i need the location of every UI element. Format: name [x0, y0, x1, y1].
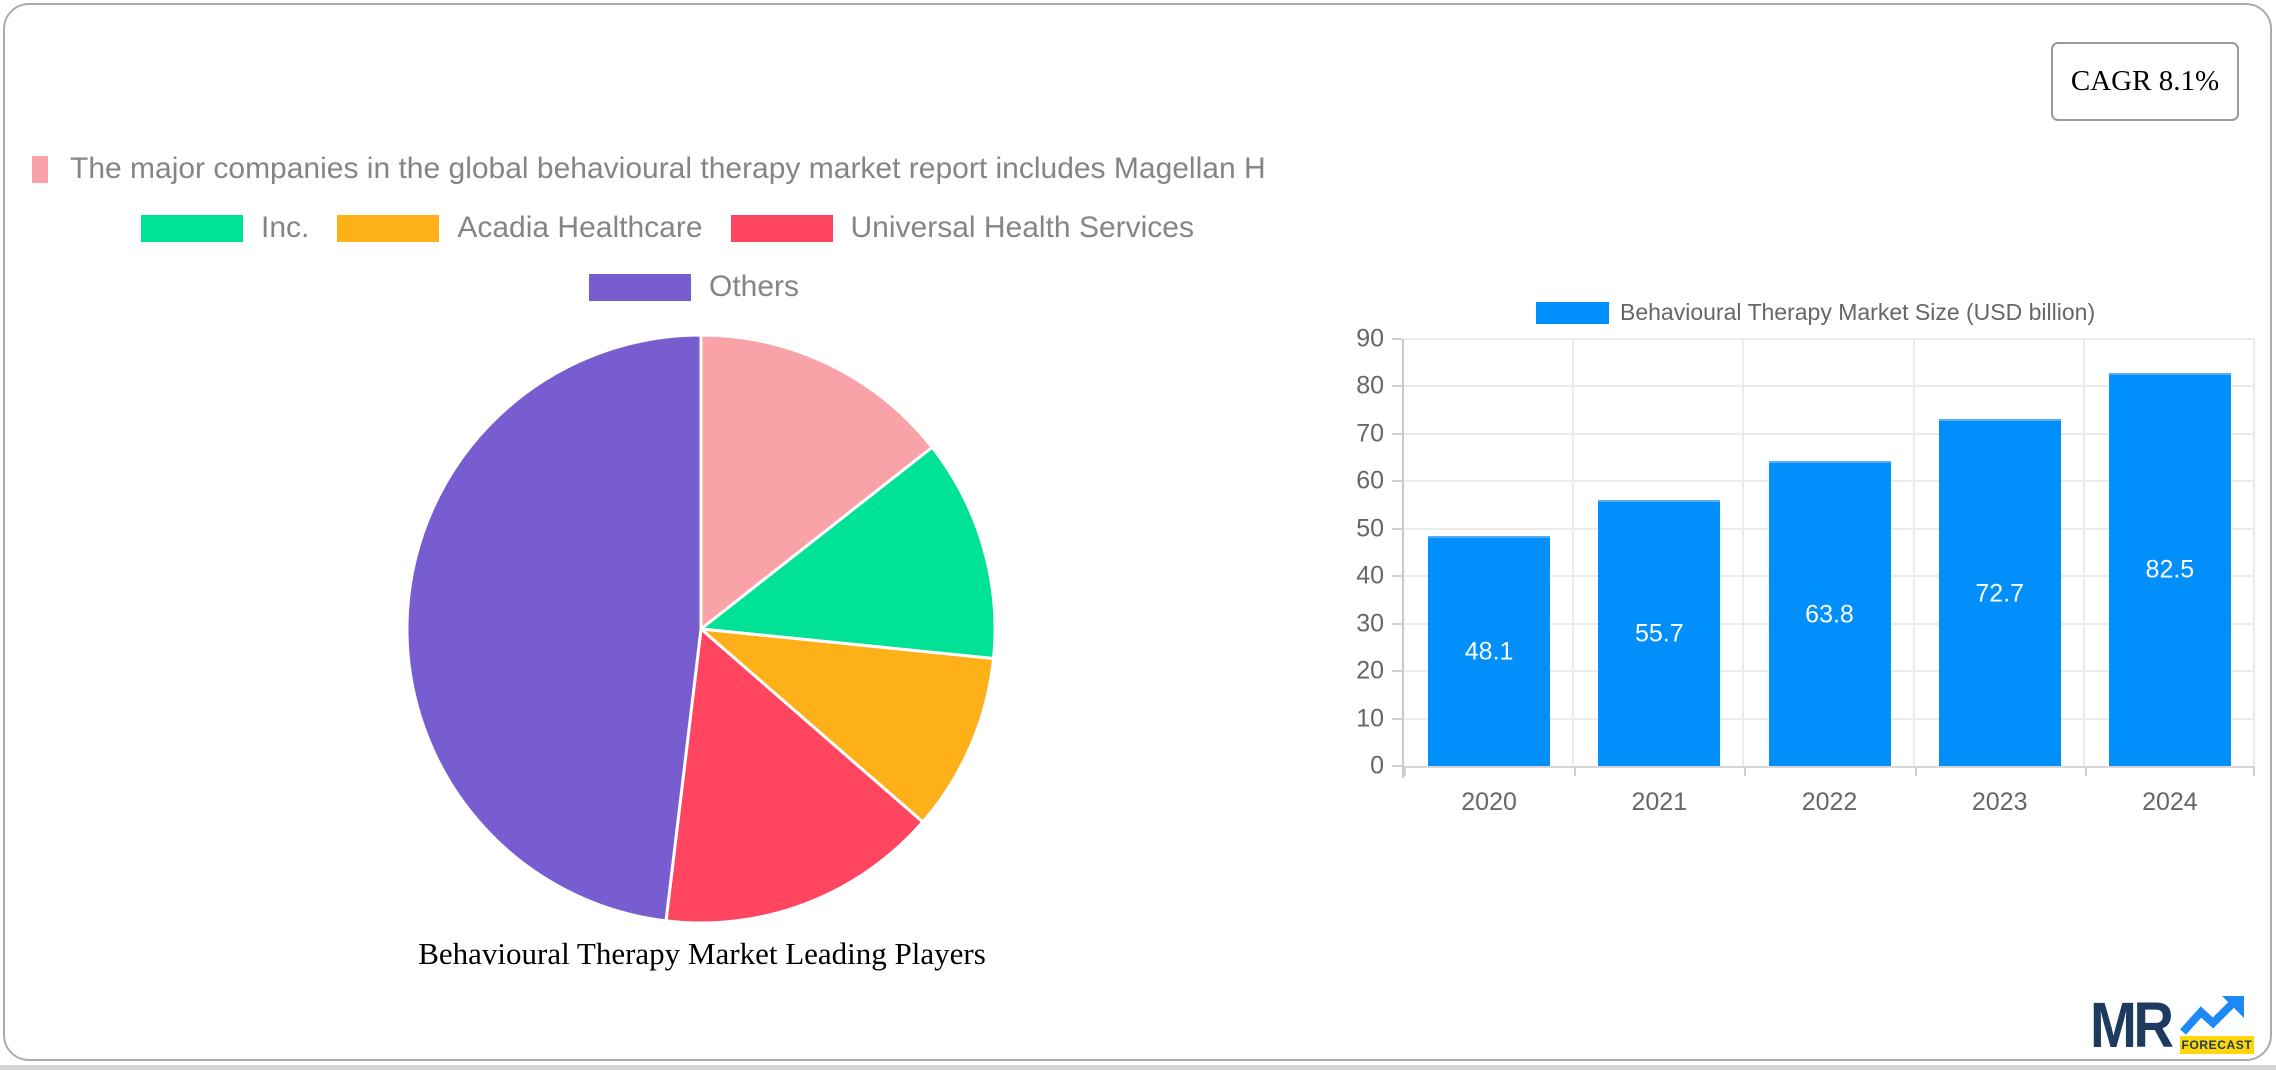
- bar-value-label-2022: 63.8: [1805, 600, 1854, 629]
- cagr-text: CAGR 8.1%: [2070, 65, 2220, 97]
- legend-swatch-inc: [141, 214, 243, 242]
- y-tick-90: [1392, 338, 1402, 340]
- x-tick-2: [1744, 766, 1747, 776]
- bar-value-label-2023: 72.7: [1975, 579, 2025, 608]
- bar-chart-legend: Behavioural Therapy Market Size (USD bil…: [1536, 299, 2095, 326]
- y-tick-50: [1392, 527, 1402, 530]
- y-tick-20: [1392, 670, 1402, 673]
- x-axis-label-2020: 2020: [1461, 788, 1517, 816]
- bar-plot-area: 0 10 20 30 40 50 60 70 80 90 48.1 2020 55.7 2021 63.8 2…: [1356, 325, 2255, 816]
- y-axis-label-90: 90: [1356, 324, 1384, 353]
- bottom-edge: [0, 1065, 2276, 1070]
- y-axis-label-70: 70: [1356, 419, 1384, 448]
- trending-up-arrow-icon: [2179, 996, 2244, 1035]
- logo-right-block: FORECAST: [2179, 996, 2255, 1054]
- legend-item-universal: Universal Health Services: [730, 211, 1194, 245]
- y-tick-40: [1392, 575, 1402, 578]
- pie-chart: [405, 333, 997, 925]
- legend-label-magellan: The major companies in the global behavi…: [70, 152, 1266, 185]
- bar-2021: [1598, 499, 1721, 766]
- x-tick-3: [1914, 766, 1917, 776]
- legend-label-acadia: Acadia Healthcare: [457, 211, 703, 244]
- y-axis-label-50: 50: [1356, 514, 1384, 543]
- pie-legend-row-3: Others: [589, 270, 799, 304]
- y-axis-label-80: 80: [1356, 371, 1384, 400]
- legend-label-others: Others: [709, 270, 800, 303]
- gridline-h-80: [1404, 385, 2255, 388]
- pie-slice-0: [699, 333, 934, 631]
- legend-item-inc: Inc.: [141, 211, 309, 245]
- gridline-v-4: [2082, 339, 2085, 766]
- legend-swatch-universal: [730, 214, 833, 242]
- gridline-v-3: [1912, 339, 1915, 766]
- brand-logo: MR FORECAST: [2090, 989, 2255, 1061]
- gridline-v-5: [2253, 339, 2255, 766]
- pie-slice-3: [664, 627, 925, 925]
- x-tick-4: [2084, 766, 2087, 776]
- bar-2020: [1428, 535, 1551, 766]
- y-axis-label-30: 30: [1356, 609, 1384, 638]
- y-tick-30: [1392, 622, 1402, 625]
- y-axis-label-20: 20: [1356, 656, 1384, 685]
- gridline-v-2: [1742, 339, 1745, 766]
- x-tick-0: [1404, 766, 1406, 776]
- bar-value-label-2024: 82.5: [2145, 555, 2195, 584]
- bar-legend-swatch: [1536, 301, 1609, 324]
- gridline-h-90: [1404, 338, 2255, 340]
- y-tick-10: [1392, 717, 1402, 720]
- legend-item-others: Others: [589, 270, 799, 304]
- pie-slice-1: [699, 445, 997, 661]
- legend-label-inc: Inc.: [261, 211, 310, 244]
- pie-slice-4: [405, 333, 703, 923]
- y-tick-70: [1392, 432, 1402, 435]
- bar-value-label-2021: 55.7: [1634, 619, 1684, 648]
- gridline-v-1: [1572, 339, 1575, 766]
- logo-forecast-label: FORECAST: [2179, 1036, 2255, 1054]
- x-axis-label-2024: 2024: [2142, 788, 2198, 816]
- legend-label-universal: Universal Health Services: [850, 211, 1194, 244]
- legend-item-acadia: Acadia Healthcare: [337, 211, 703, 245]
- y-axis-label-40: 40: [1356, 561, 1384, 590]
- bar-2024: [2108, 372, 2231, 766]
- logo-text: MR: [2090, 989, 2174, 1061]
- legend-swatch-others: [589, 273, 691, 301]
- gridline-h-70: [1404, 432, 2255, 435]
- x-axis-label-2023: 2023: [1971, 788, 2028, 816]
- pie-slice-2: [699, 627, 996, 824]
- x-tick-5: [2253, 766, 2255, 776]
- bar-value-label-2020: 48.1: [1464, 637, 1514, 666]
- bar-legend-label: Behavioural Therapy Market Size (USD bil…: [1620, 299, 2096, 325]
- legend-swatch-magellan: [32, 155, 48, 183]
- y-tick-0: [1392, 765, 1402, 767]
- y-axis-label-60: 60: [1356, 466, 1384, 495]
- y-tick-80: [1392, 385, 1402, 388]
- pie-chart-title: Behavioural Therapy Market Leading Playe…: [418, 936, 986, 971]
- legend-swatch-acadia: [337, 214, 440, 242]
- bar-2022: [1768, 461, 1891, 766]
- y-tick-60: [1392, 480, 1402, 483]
- bar-2023: [1938, 419, 2061, 766]
- y-axis-label-10: 10: [1356, 704, 1384, 733]
- y-axis-label-0: 0: [1370, 751, 1384, 780]
- x-axis-label-2021: 2021: [1631, 788, 1688, 816]
- x-tick-1: [1574, 766, 1577, 776]
- x-axis-label-2022: 2022: [1801, 788, 1858, 816]
- cagr-badge: CAGR 8.1%: [2051, 42, 2239, 121]
- pie-legend-row-1: The major companies in the global behavi…: [32, 152, 1266, 186]
- pie-legend-row-2: Inc. Acadia Healthcare Universal Health …: [141, 211, 1194, 245]
